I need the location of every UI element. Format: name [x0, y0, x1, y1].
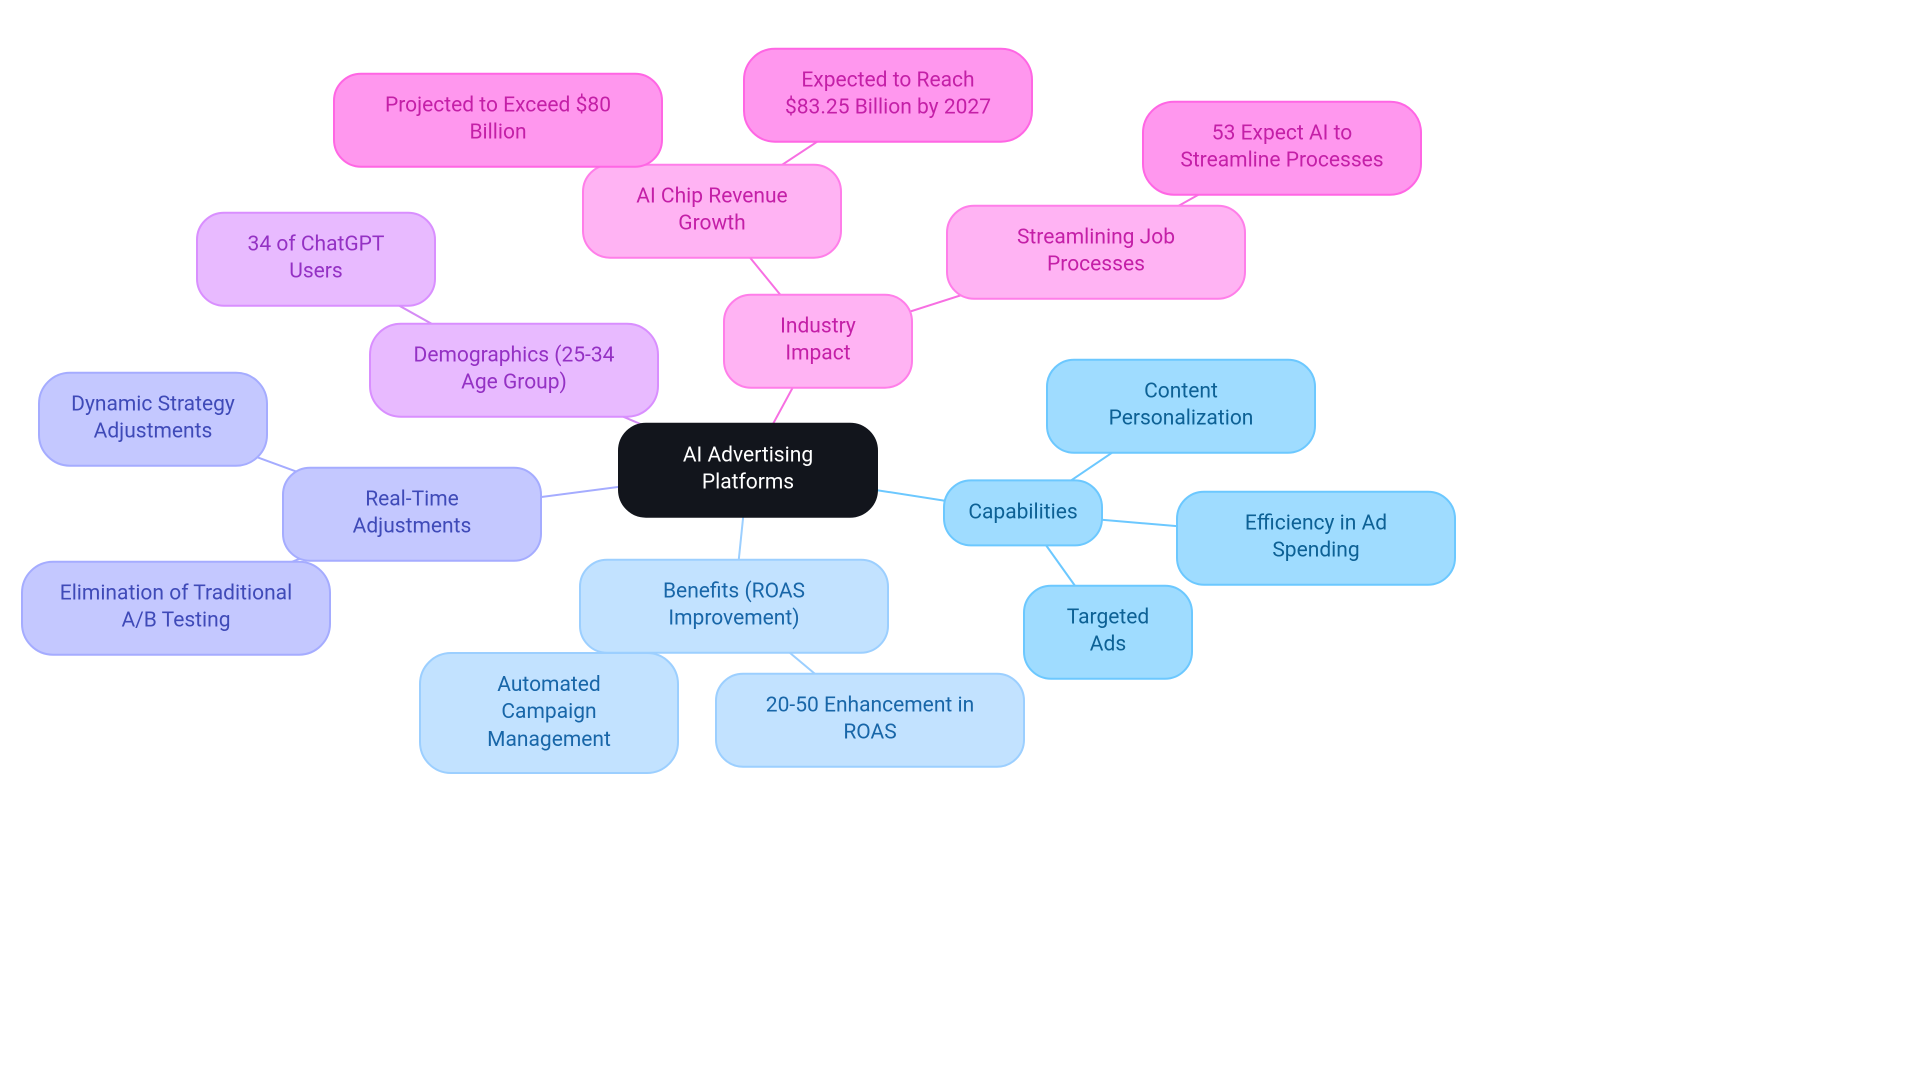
node-capabilities: Capabilities: [943, 479, 1103, 546]
node-root: AI Advertising Platforms: [618, 423, 878, 518]
node-chip: AI Chip Revenue Growth: [582, 164, 842, 259]
node-abtest: Elimination of Traditional A/B Testing: [21, 561, 331, 656]
node-efficiency: Efficiency in Ad Spending: [1176, 491, 1456, 586]
node-expect53: 53 Expect AI to Streamline Processes: [1142, 101, 1422, 196]
node-benefits: Benefits (ROAS Improvement): [579, 559, 889, 654]
node-automated: Automated Campaign Management: [419, 652, 679, 774]
node-demographics: Demographics (25-34 Age Group): [369, 323, 659, 418]
node-personalization: Content Personalization: [1046, 359, 1316, 454]
node-reach83: Expected to Reach $83.25 Billion by 2027: [743, 48, 1033, 143]
node-streamline: Streamlining Job Processes: [946, 205, 1246, 300]
node-chatgpt34: 34 of ChatGPT Users: [196, 212, 436, 307]
node-roas2050: 20-50 Enhancement in ROAS: [715, 673, 1025, 768]
node-targeted: Targeted Ads: [1023, 585, 1193, 680]
node-exceed80: Projected to Exceed $80 Billion: [333, 73, 663, 168]
node-realtime: Real-Time Adjustments: [282, 467, 542, 562]
node-dynamic: Dynamic Strategy Adjustments: [38, 372, 268, 467]
node-industry: Industry Impact: [723, 294, 913, 389]
